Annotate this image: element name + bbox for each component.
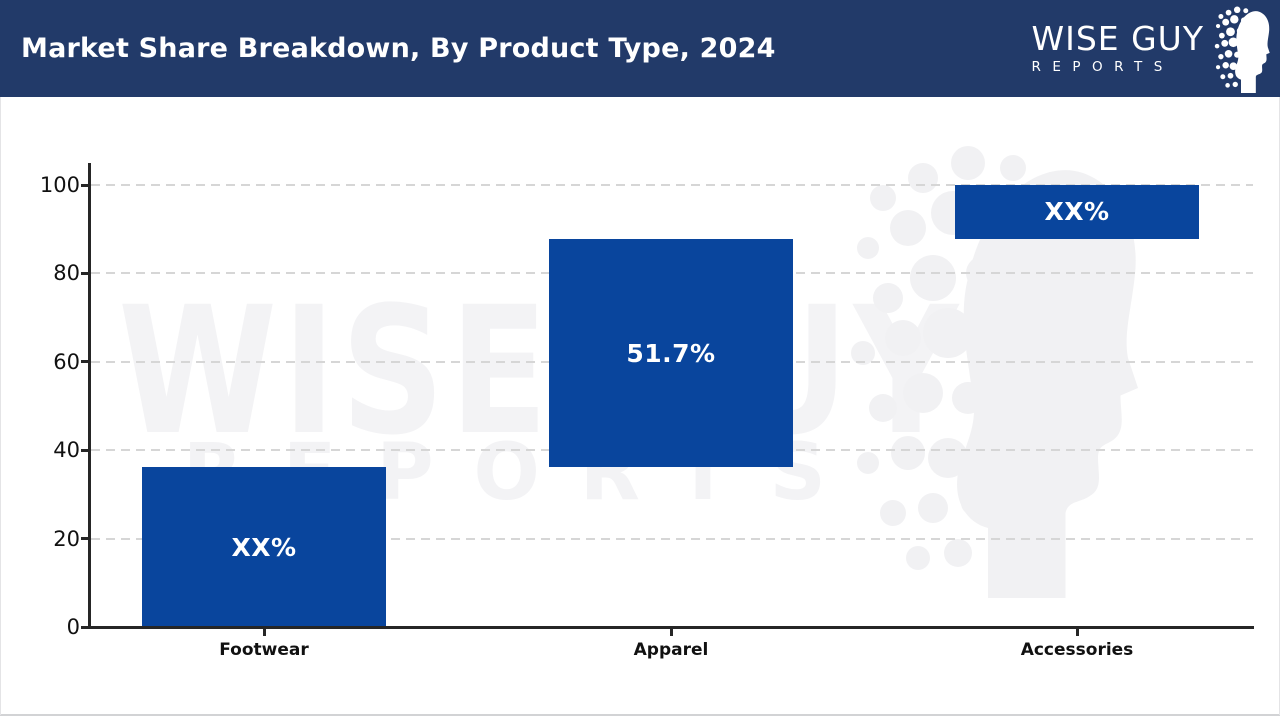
y-tick-label-0: 0: [66, 615, 80, 639]
bar-accessories: XX%: [955, 185, 1199, 239]
bar-value-label: XX%: [231, 532, 297, 562]
x-axis-line: [88, 626, 1254, 629]
y-tick-mark-0: [81, 625, 90, 629]
left-edge-border: [0, 97, 1, 715]
wise-guy-logo: WISE GUY REPORTS: [1031, 0, 1272, 97]
y-tick-label-100: 100: [39, 173, 80, 197]
bar-footwear: XX%: [142, 467, 386, 627]
x-category-label-footwear: Footwear: [219, 640, 309, 660]
gridline-20: [91, 537, 1253, 540]
y-axis-line: [88, 163, 91, 629]
y-tick-label-80: 80: [53, 261, 80, 286]
y-tick-label-40: 40: [53, 438, 80, 463]
x-tick-mark-accessories: [1075, 629, 1079, 636]
y-tick-label-60: 60: [53, 349, 80, 374]
watermark-wordmark: WISE GUY: [118, 269, 964, 474]
bar-value-label: 51.7%: [626, 338, 716, 368]
logo-secondary-text: REPORTS: [1031, 59, 1174, 75]
x-tick-mark-footwear: [262, 629, 266, 636]
logo-primary-text: WISE GUY: [1031, 19, 1204, 58]
y-tick-mark-40: [81, 448, 90, 452]
x-category-label-apparel: Apparel: [633, 640, 709, 660]
chart-title: Market Share Breakdown, By Product Type,…: [21, 33, 776, 64]
y-tick-label-20: 20: [53, 526, 80, 551]
logo-wordmark: WISE GUY REPORTS: [1031, 22, 1204, 75]
bar-value-label: XX%: [1044, 197, 1110, 227]
watermark-head-icon: [851, 146, 1138, 598]
y-tick-mark-20: [81, 537, 90, 541]
y-tick-mark-100: [81, 183, 90, 187]
y-tick-mark-80: [81, 271, 90, 275]
x-category-label-accessories: Accessories: [1020, 640, 1134, 660]
bottom-divider: [0, 714, 1280, 716]
x-tick-mark-apparel: [669, 629, 673, 636]
y-tick-mark-60: [81, 360, 90, 364]
header-bar: Market Share Breakdown, By Product Type,…: [0, 0, 1280, 97]
logo-head-icon: [1214, 6, 1270, 93]
bar-apparel: 51.7%: [549, 238, 793, 468]
gridline-100: [91, 184, 1253, 186]
